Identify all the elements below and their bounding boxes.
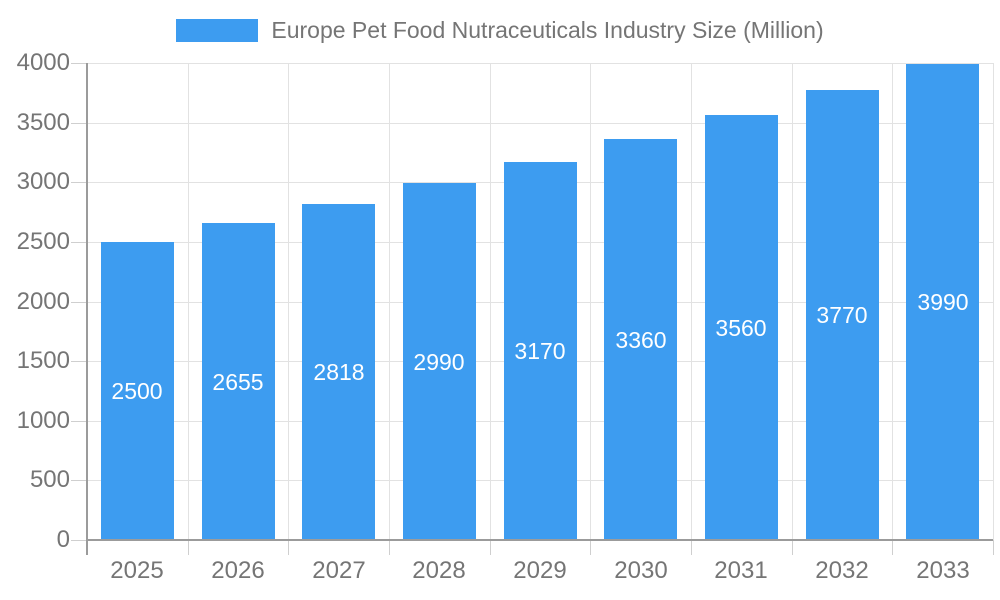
y-axis-tick <box>71 63 87 64</box>
y-axis-tick <box>71 540 87 541</box>
y-axis-tick <box>71 480 87 481</box>
gridline-vertical <box>892 63 893 540</box>
y-axis-tick-label: 3500 <box>16 109 70 136</box>
x-axis-line <box>87 539 993 541</box>
y-axis-tick-label: 4000 <box>16 49 70 76</box>
y-axis-tick-label: 0 <box>56 526 70 553</box>
y-axis-tick <box>71 123 87 124</box>
legend-swatch[interactable] <box>176 18 259 42</box>
gridline-vertical <box>389 63 390 540</box>
x-axis-category-label: 2033 <box>916 557 970 584</box>
legend-label[interactable]: Europe Pet Food Nutraceuticals Industry … <box>271 17 824 43</box>
x-axis-tick <box>590 540 591 555</box>
x-axis-tick <box>993 540 994 555</box>
gridline-vertical <box>188 63 189 540</box>
legend[interactable]: Europe Pet Food Nutraceuticals Industry … <box>0 17 1000 43</box>
gridline-vertical <box>590 63 591 540</box>
y-axis-tick <box>71 302 87 303</box>
x-axis-category-label: 2026 <box>211 557 265 584</box>
y-axis-tick-label: 2500 <box>16 228 70 255</box>
y-axis-tick-label: 500 <box>29 466 70 493</box>
gridline-vertical <box>288 63 289 540</box>
bar-2033[interactable] <box>906 64 979 540</box>
x-axis-tick <box>188 540 189 555</box>
gridline-vertical <box>993 63 994 540</box>
bar-2025[interactable] <box>101 242 174 540</box>
x-axis-tick <box>792 540 793 555</box>
x-axis-tick <box>288 540 289 555</box>
x-axis-tick <box>691 540 692 555</box>
x-axis-tick <box>389 540 390 555</box>
x-axis-category-label: 2030 <box>614 557 668 584</box>
y-axis-tick-label: 1500 <box>16 347 70 374</box>
x-axis-category-label: 2025 <box>110 557 164 584</box>
x-axis-category-label: 2027 <box>312 557 366 584</box>
gridline-vertical <box>691 63 692 540</box>
bar-2032[interactable] <box>806 90 879 540</box>
y-axis-tick-label: 3000 <box>16 168 70 195</box>
y-axis-tick-label: 2000 <box>16 288 70 315</box>
x-axis-tick <box>892 540 893 555</box>
x-axis-tick <box>490 540 491 555</box>
bar-2026[interactable] <box>202 223 275 540</box>
gridline-vertical <box>792 63 793 540</box>
gridline-horizontal <box>87 63 993 64</box>
bar-2029[interactable] <box>504 162 577 540</box>
bar-2028[interactable] <box>403 183 476 540</box>
y-axis-line <box>86 63 88 555</box>
y-axis-tick <box>71 182 87 183</box>
gridline-vertical <box>490 63 491 540</box>
bar-2030[interactable] <box>604 139 677 540</box>
y-axis-tick <box>71 421 87 422</box>
x-axis-category-label: 2029 <box>513 557 567 584</box>
gridline-horizontal <box>87 123 993 124</box>
x-axis-category-label: 2032 <box>815 557 869 584</box>
y-axis-tick-label: 1000 <box>16 407 70 434</box>
bar-2031[interactable] <box>705 115 778 540</box>
y-axis-tick <box>71 361 87 362</box>
x-axis-category-label: 2031 <box>714 557 768 584</box>
y-axis-tick <box>71 242 87 243</box>
x-axis-category-label: 2028 <box>412 557 466 584</box>
bar-2027[interactable] <box>302 204 375 540</box>
